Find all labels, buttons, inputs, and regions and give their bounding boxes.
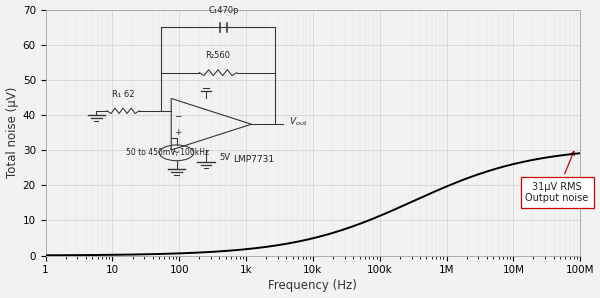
Text: +: +	[175, 128, 182, 137]
X-axis label: Frequency (Hz): Frequency (Hz)	[268, 280, 358, 292]
Text: 5V: 5V	[220, 153, 230, 162]
Text: 31μV RMS
Output noise: 31μV RMS Output noise	[526, 151, 589, 203]
Text: C₁470p: C₁470p	[208, 6, 239, 15]
Text: −: −	[175, 111, 182, 120]
Text: ~: ~	[172, 148, 181, 158]
Text: R₂560: R₂560	[205, 51, 230, 60]
Text: 50 to 450mV, 100kHz: 50 to 450mV, 100kHz	[126, 148, 209, 157]
Text: $\mathit{V}_{out}$: $\mathit{V}_{out}$	[289, 115, 308, 128]
Y-axis label: Total noise (μV): Total noise (μV)	[5, 87, 19, 179]
Text: R₁ 62: R₁ 62	[112, 90, 134, 99]
Text: LMP7731: LMP7731	[233, 155, 274, 164]
